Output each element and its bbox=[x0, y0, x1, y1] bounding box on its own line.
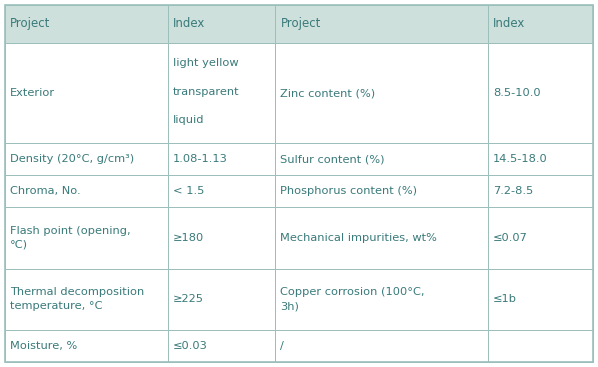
Bar bbox=[168, 330, 276, 362]
Text: Density (20°C, g/cm³): Density (20°C, g/cm³) bbox=[10, 154, 134, 164]
Bar bbox=[276, 330, 488, 362]
Text: Chroma, No.: Chroma, No. bbox=[10, 186, 81, 196]
Text: Index: Index bbox=[173, 17, 206, 30]
Text: 14.5-18.0: 14.5-18.0 bbox=[493, 154, 548, 164]
Text: 8.5-10.0: 8.5-10.0 bbox=[493, 88, 541, 98]
Bar bbox=[168, 43, 276, 143]
Text: Flash point (opening,
°C): Flash point (opening, °C) bbox=[10, 226, 130, 250]
Text: Exterior: Exterior bbox=[10, 88, 55, 98]
Bar bbox=[488, 43, 593, 143]
Bar bbox=[5, 5, 168, 43]
Bar bbox=[168, 269, 276, 330]
Text: Phosphorus content (%): Phosphorus content (%) bbox=[280, 186, 417, 196]
Bar bbox=[168, 175, 276, 207]
Text: Moisture, %: Moisture, % bbox=[10, 341, 77, 351]
Text: liquid: liquid bbox=[173, 115, 205, 126]
Bar bbox=[276, 43, 488, 143]
Bar bbox=[5, 175, 168, 207]
Text: Thermal decomposition
temperature, °C: Thermal decomposition temperature, °C bbox=[10, 287, 144, 311]
Text: light yellow: light yellow bbox=[173, 58, 239, 68]
Text: /: / bbox=[280, 341, 284, 351]
Bar bbox=[276, 269, 488, 330]
Text: 7.2-8.5: 7.2-8.5 bbox=[493, 186, 533, 196]
Bar bbox=[276, 143, 488, 175]
Text: Copper corrosion (100°C,
3h): Copper corrosion (100°C, 3h) bbox=[280, 287, 425, 311]
Text: Zinc content (%): Zinc content (%) bbox=[280, 88, 376, 98]
Bar bbox=[168, 207, 276, 269]
Text: ≥180: ≥180 bbox=[173, 233, 205, 243]
Bar bbox=[488, 207, 593, 269]
Bar bbox=[276, 175, 488, 207]
Text: Project: Project bbox=[10, 17, 50, 30]
Text: Index: Index bbox=[493, 17, 525, 30]
Bar bbox=[5, 207, 168, 269]
Text: transparent: transparent bbox=[173, 87, 240, 97]
Bar bbox=[5, 43, 168, 143]
Bar bbox=[488, 330, 593, 362]
Bar bbox=[168, 143, 276, 175]
Text: ≤0.07: ≤0.07 bbox=[493, 233, 527, 243]
Text: Mechanical impurities, wt%: Mechanical impurities, wt% bbox=[280, 233, 437, 243]
Text: < 1.5: < 1.5 bbox=[173, 186, 205, 196]
Text: ≤0.03: ≤0.03 bbox=[173, 341, 208, 351]
Bar bbox=[488, 175, 593, 207]
Bar bbox=[5, 143, 168, 175]
Bar bbox=[5, 269, 168, 330]
Bar bbox=[488, 5, 593, 43]
Bar bbox=[168, 5, 276, 43]
Text: Sulfur content (%): Sulfur content (%) bbox=[280, 154, 385, 164]
Bar bbox=[488, 143, 593, 175]
Bar bbox=[5, 330, 168, 362]
Bar bbox=[276, 207, 488, 269]
Text: ≤1b: ≤1b bbox=[493, 294, 517, 304]
Text: Project: Project bbox=[280, 17, 321, 30]
Text: ≥225: ≥225 bbox=[173, 294, 205, 304]
Text: 1.08-1.13: 1.08-1.13 bbox=[173, 154, 228, 164]
Bar bbox=[276, 5, 488, 43]
Bar bbox=[488, 269, 593, 330]
